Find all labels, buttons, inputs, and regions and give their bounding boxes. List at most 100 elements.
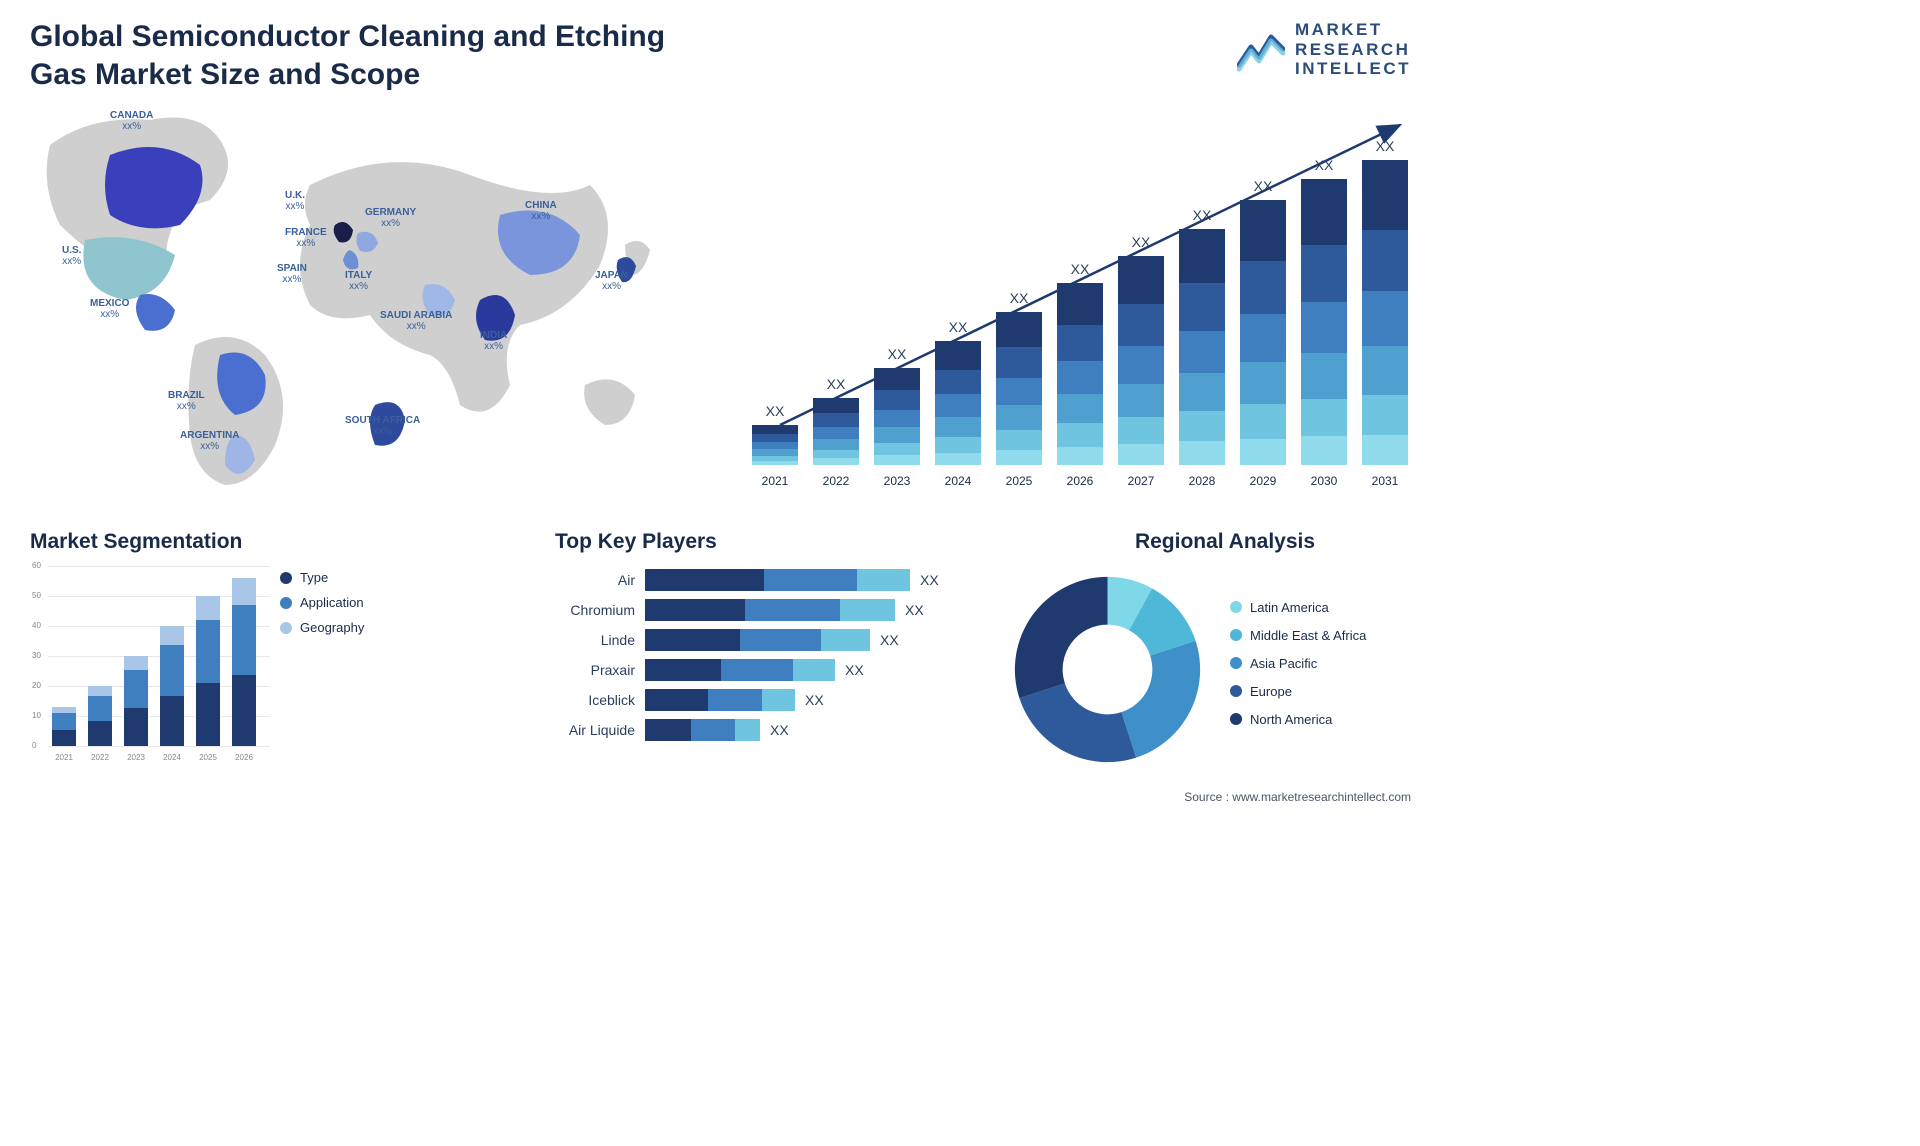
trend-bar-value: XX — [1057, 261, 1103, 277]
trend-bar — [813, 398, 859, 465]
source-attribution: Source : www.marketresearchintellect.com — [1184, 790, 1411, 804]
regional-legend-item: Asia Pacific — [1230, 656, 1366, 671]
segmentation-year-label: 2025 — [196, 753, 220, 762]
segmentation-ytick: 0 — [32, 741, 36, 750]
keyplayer-row: PraxairXX — [555, 659, 985, 681]
map-label: ARGENTINAxx% — [180, 430, 239, 452]
trend-bar-value: XX — [935, 319, 981, 335]
regional-donut — [1010, 572, 1205, 767]
keyplayer-bar — [645, 719, 760, 741]
keyplayer-name: Linde — [555, 632, 645, 648]
keyplayers-panel: Top Key Players AirXX Chromium XX Linde XX Pr… — [555, 530, 985, 749]
keyplayer-name: Praxair — [555, 662, 645, 678]
map-label: JAPANxx% — [595, 270, 628, 292]
trend-year-label: 2029 — [1240, 474, 1286, 488]
trend-bar-value: XX — [1240, 178, 1286, 194]
segmentation-chart: 0102030405060 202120222023202420252026 — [30, 566, 270, 766]
segmentation-bar — [52, 707, 76, 746]
trend-bar — [935, 341, 981, 465]
trend-year-label: 2028 — [1179, 474, 1225, 488]
segmentation-ytick: 20 — [32, 681, 41, 690]
segmentation-year-label: 2022 — [88, 753, 112, 762]
keyplayer-bar — [645, 599, 895, 621]
trend-bar — [874, 368, 920, 465]
keyplayer-row: AirXX — [555, 569, 985, 591]
trend-bar-value: XX — [1118, 234, 1164, 250]
segmentation-bar — [88, 686, 112, 746]
donut-slice — [1015, 577, 1108, 698]
trend-year-label: 2027 — [1118, 474, 1164, 488]
segmentation-legend-item: Application — [280, 595, 364, 610]
trend-year-label: 2021 — [752, 474, 798, 488]
keyplayer-row: Linde XX — [555, 629, 985, 651]
regional-legend-item: North America — [1230, 712, 1366, 727]
keyplayer-bar — [645, 629, 870, 651]
segmentation-bar — [124, 656, 148, 746]
trend-year-label: 2024 — [935, 474, 981, 488]
segmentation-bar — [232, 578, 256, 746]
keyplayer-value: XX — [805, 692, 824, 708]
segmentation-legend-item: Type — [280, 570, 364, 585]
trend-bar — [1362, 160, 1408, 465]
donut-slice — [1019, 683, 1136, 762]
keyplayers-title: Top Key Players — [555, 530, 985, 554]
regional-legend-item: Europe — [1230, 684, 1366, 699]
trend-bar-value: XX — [752, 403, 798, 419]
keyplayer-bar — [645, 659, 835, 681]
segmentation-ytick: 50 — [32, 591, 41, 600]
keyplayer-value: XX — [880, 632, 899, 648]
segmentation-legend: Type Application Geography — [280, 570, 364, 645]
segmentation-year-label: 2023 — [124, 753, 148, 762]
keyplayer-value: XX — [905, 602, 924, 618]
keyplayer-row: Air LiquideXX — [555, 719, 985, 741]
logo-line1: MARKET — [1295, 20, 1411, 40]
keyplayer-value: XX — [920, 572, 939, 588]
logo-line3: INTELLECT — [1295, 59, 1411, 79]
map-label: MEXICOxx% — [90, 298, 129, 320]
trend-bar-value: XX — [996, 290, 1042, 306]
map-label: BRAZILxx% — [168, 390, 205, 412]
trend-bar — [1179, 229, 1225, 465]
trend-bar — [996, 312, 1042, 465]
logo-mark-icon — [1237, 25, 1285, 73]
keyplayer-name: Chromium — [555, 602, 645, 618]
page-title: Global Semiconductor Cleaning and Etchin… — [30, 18, 710, 93]
segmentation-bar — [160, 626, 184, 746]
segmentation-year-label: 2026 — [232, 753, 256, 762]
segmentation-ytick: 30 — [32, 651, 41, 660]
map-label: U.S.xx% — [62, 245, 81, 267]
map-label: SPAINxx% — [277, 263, 307, 285]
trend-year-label: 2025 — [996, 474, 1042, 488]
brand-logo: MARKET RESEARCH INTELLECT — [1237, 20, 1411, 79]
trend-bar-value: XX — [874, 346, 920, 362]
map-label: GERMANYxx% — [365, 207, 416, 229]
segmentation-legend-item: Geography — [280, 620, 364, 635]
keyplayer-row: Chromium XX — [555, 599, 985, 621]
map-label: SOUTH AFRICAxx% — [345, 415, 420, 437]
donut-slice — [1121, 641, 1200, 758]
regional-panel: Regional Analysis Latin AmericaMiddle Ea… — [1010, 530, 1440, 767]
logo-line2: RESEARCH — [1295, 40, 1411, 60]
map-label: SAUDI ARABIAxx% — [380, 310, 452, 332]
map-label: CHINAxx% — [525, 200, 557, 222]
trend-bar — [1118, 256, 1164, 465]
trend-year-label: 2022 — [813, 474, 859, 488]
trend-year-label: 2023 — [874, 474, 920, 488]
trend-bar-value: XX — [1179, 207, 1225, 223]
map-label: FRANCExx% — [285, 227, 327, 249]
keyplayer-row: IceblickXX — [555, 689, 985, 711]
trend-year-label: 2031 — [1362, 474, 1408, 488]
trend-bar-value: XX — [813, 376, 859, 392]
trend-bar — [752, 425, 798, 465]
map-label: CANADAxx% — [110, 110, 153, 132]
segmentation-ytick: 40 — [32, 621, 41, 630]
regional-legend-item: Middle East & Africa — [1230, 628, 1366, 643]
trend-year-label: 2030 — [1301, 474, 1347, 488]
keyplayer-bar — [645, 569, 910, 591]
trend-bar — [1301, 179, 1347, 465]
map-label: INDIAxx% — [480, 330, 507, 352]
map-label: U.K.xx% — [285, 190, 305, 212]
trend-bar-value: XX — [1301, 157, 1347, 173]
map-label: ITALYxx% — [345, 270, 372, 292]
segmentation-title: Market Segmentation — [30, 530, 460, 554]
